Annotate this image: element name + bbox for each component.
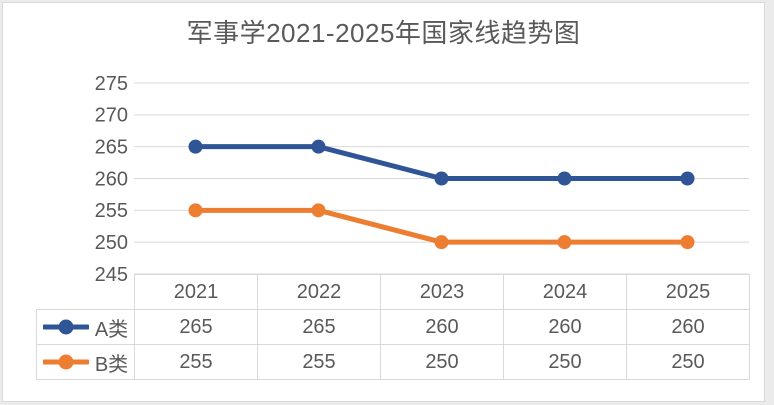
data-point-marker-A类 [680,171,695,186]
table-value-cell: 250 [380,344,504,380]
table-header-cell: 2021 [134,274,258,310]
data-point-marker-B类 [311,203,326,218]
y-axis-tick-label: 250 [95,232,128,254]
legend-cell-A类: A类 [36,309,135,345]
table-value-cell: 260 [503,309,627,345]
legend-line-marker-icon [42,354,89,370]
table-value-cell: 250 [626,344,750,380]
legend-label: B类 [94,353,129,376]
y-axis-tick-label: 260 [95,168,128,190]
table-header-row: 2021 2022 2023 2024 2025 [37,274,750,310]
table-value-cell: 250 [503,344,627,380]
table-value-cell: 255 [257,344,381,380]
data-point-marker-A类 [434,171,449,186]
table-header-cell: 2022 [257,274,381,310]
data-point-marker-A类 [311,139,326,154]
legend-item: B类 [38,348,134,377]
table-header-cell: 2023 [380,274,504,310]
y-axis-tick-label: 255 [95,200,128,222]
table-value-cell: 255 [134,344,258,380]
table-row-B类: B类 255 255 250 250 250 [36,344,750,380]
chart-card: 军事学2021-2025年国家线趋势图 275 270 265 260 255 250 24… [2,2,765,402]
y-axis-tick-label: 265 [95,136,128,158]
legend-cell-B类: B类 [36,344,135,380]
data-point-marker-B类 [680,235,695,250]
table-row-A类: A类 265 265 260 260 260 [36,309,750,345]
table-value-cell: 265 [134,309,258,345]
legend-line-marker-icon [42,319,89,335]
legend-item: A类 [38,313,134,342]
data-point-marker-B类 [434,235,449,250]
legend-label: A类 [94,318,129,341]
table-value-cell: 260 [626,309,750,345]
y-axis-tick-label: 270 [95,105,128,127]
table-value-cell: 260 [380,309,504,345]
y-axis-tick-label: 245 [95,264,128,286]
line-chart-plot-area: 275 270 265 260 255 250 245 [95,73,749,286]
y-axis-tick-label: 275 [95,73,128,95]
table-value-cell: 265 [257,309,381,345]
data-point-marker-B类 [188,203,203,218]
data-point-marker-A类 [188,139,203,154]
chart-title: 军事学2021-2025年国家线趋势图 [186,18,581,48]
data-table-body: 2021 2022 2023 2024 2025 A类 265 265 260 260 260 B类 2… [36,274,750,380]
data-point-marker-A类 [557,171,572,186]
data-point-marker-B类 [557,235,572,250]
table-blank-cell [37,275,135,310]
table-header-cell: 2024 [503,274,627,310]
table-header-cell: 2025 [626,274,750,310]
data-table: 2021 2022 2023 2024 2025 A类 265 265 260 260 260 B类 2… [36,274,750,380]
